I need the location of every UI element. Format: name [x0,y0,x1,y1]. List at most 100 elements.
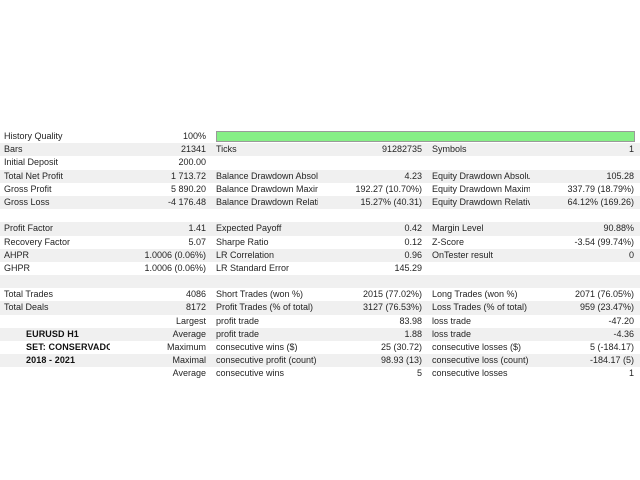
report-cell-group-3: Equity Drawdown Maximal 337.79 (18.79%) [428,183,640,196]
report-cell-group-3: OnTester result 0 [428,249,640,262]
report-row: Gross Loss -4 176.48 Balance Drawdown Rela… [0,195,640,210]
report-label: Total Trades [4,289,54,300]
report-cell-group-2: consecutive wins 5 [212,367,428,380]
report-value: 3127 (76.53%) [362,302,422,313]
report-cell-group-2: Balance Drawdown Relative 15.27% (40.31) [212,196,428,209]
report-value: Largest [175,315,206,326]
report-cell-group-1: 2018 - 2021 Maximal [0,354,212,367]
report-row [0,209,640,223]
report-label: Equity Drawdown Absolute [432,170,530,181]
report-label: Initial Deposit [4,157,59,168]
report-row: Total Trades 4086 Short Trades (won %) 2015… [0,288,640,302]
report-value: 5 [416,368,422,379]
report-row: Total Net Profit 1 713.72 Balance Drawdown… [0,169,640,183]
report-cell-group-3 [428,275,640,288]
report-label: consecutive loss (count) [432,355,529,366]
report-label: Long Trades (won %) [432,289,518,300]
report-cell-group-1: Bars 21341 [0,143,212,156]
history-quality-progressbar [216,131,635,143]
report-value: 1 [628,144,634,155]
report-value [530,209,640,222]
history-quality-progressbar-fill [217,132,634,142]
report-cell-group-2: Balance Drawdown Maximal 192.27 (10.70%) [212,183,428,196]
report-value: Maximal [172,355,206,366]
report-cell-group-2 [212,275,428,288]
report-cell-group-3 [428,262,640,275]
report-label: Total Net Profit [4,170,64,181]
report-cell-group-2: Profit Trades (% of total) 3127 (76.53%) [212,301,428,314]
report-value: 105.28 [606,170,634,181]
history-quality-label: History Quality [4,131,63,141]
report-cell-group-1 [0,275,212,288]
report-label: Bars [4,144,23,155]
report-value: 21341 [180,144,206,155]
report-row: Average consecutive wins 5 consecutive loss… [0,367,640,381]
report-cell-group-3: Equity Drawdown Relative 64.12% (169.26) [428,196,640,209]
report-label: Gross Profit [4,183,52,194]
report-label [212,209,318,222]
report-value: 200.00 [178,157,206,168]
report-value: 5.07 [188,236,206,247]
report-value [318,209,428,222]
report-cell-group-1: AHPR 1.0006 (0.06%) [0,249,212,262]
report-label: Balance Drawdown Relative [216,196,318,207]
report-row: GHPR 1.0006 (0.06%) LR Standard Error 145.2… [0,261,640,276]
report-cell-group-1: GHPR 1.0006 (0.06%) [0,262,212,275]
report-label: Sharpe Ratio [216,236,269,247]
report-label: consecutive losses [432,368,508,379]
report-row: Bars 21341 Ticks 91282735 Symbols 1 [0,143,640,157]
report-value: 1.41 [188,223,206,234]
report-value: 1.0006 (0.06%) [144,249,206,260]
report-cell-group-1: Gross Loss -4 176.48 [0,196,212,209]
report-cell-group-1: Average [0,367,212,380]
report-cell-group-2: Expected Payoff 0.42 [212,222,428,235]
report-cell-group-2: Short Trades (won %) 2015 (77.02%) [212,288,428,301]
report-value: 959 (23.47%) [579,302,634,313]
report-label [0,209,110,222]
report-cell-group-1: Total Deals 8172 [0,301,212,314]
report-value [530,262,640,275]
report-label: loss trade [432,328,472,339]
report-label [212,275,318,288]
report-label: LR Correlation [216,249,275,260]
report-value: 5 890.20 [170,183,206,194]
report-cell-group-3 [428,156,640,169]
report-cell-group-1: Largest [0,315,212,328]
report-cell-group-2: LR Correlation 0.96 [212,249,428,262]
report-row: Total Deals 8172 Profit Trades (% of total… [0,301,640,315]
report-label: Gross Loss [4,196,50,207]
history-quality-value: 100% [182,131,206,141]
report-value: 2071 (76.05%) [574,289,634,300]
report-cell-group-3: Margin Level 90.88% [428,222,640,235]
report-cell-group-1: History Quality 100% [0,130,212,143]
report-label: AHPR [4,249,30,260]
report-cell-group-3: consecutive loss (count) -184.17 (5) [428,354,640,367]
report-value: 64.12% (169.26) [567,196,634,207]
report-value: 4.23 [404,170,422,181]
report-label: GHPR [4,262,31,273]
report-label: Loss Trades (% of total) [432,302,528,313]
report-label: profit trade [216,315,260,326]
report-row: Gross Profit 5 890.20 Balance Drawdown Max… [0,182,640,196]
report-cell-group-1: Recovery Factor 5.07 [0,236,212,249]
report-cell-group-3 [428,209,640,222]
report-label [428,209,530,222]
report-label [0,275,110,288]
report-cell-group-2: profit trade 83.98 [212,315,428,328]
report-cell-group-1: Total Trades 4086 [0,288,212,301]
report-row: Profit Factor 1.41 Expected Payoff 0.42 Marg… [0,222,640,236]
report-cell-group-2: consecutive wins ($) 25 (30.72) [212,341,428,354]
report-label: Balance Drawdown Absolute [216,170,318,181]
report-cell-group-3: Symbols 1 [428,143,640,156]
report-value: 2015 (77.02%) [362,289,422,300]
report-label: Ticks [216,144,237,155]
report-cell-group-3: Z-Score -3.54 (99.74%) [428,236,640,249]
report-value [530,275,640,288]
report-cell-group-1: EURUSD H1 Average [0,328,212,341]
report-value: 98.93 (13) [380,355,422,366]
report-label: Profit Trades (% of total) [216,302,314,313]
report-row: Largest profit trade 83.98 loss trade -47.20 [0,314,640,328]
report-cell-group-1: SET: CONSERVADOR Maximum [0,341,212,354]
history-quality-bar-container [212,130,640,143]
report-value: Average [172,368,206,379]
